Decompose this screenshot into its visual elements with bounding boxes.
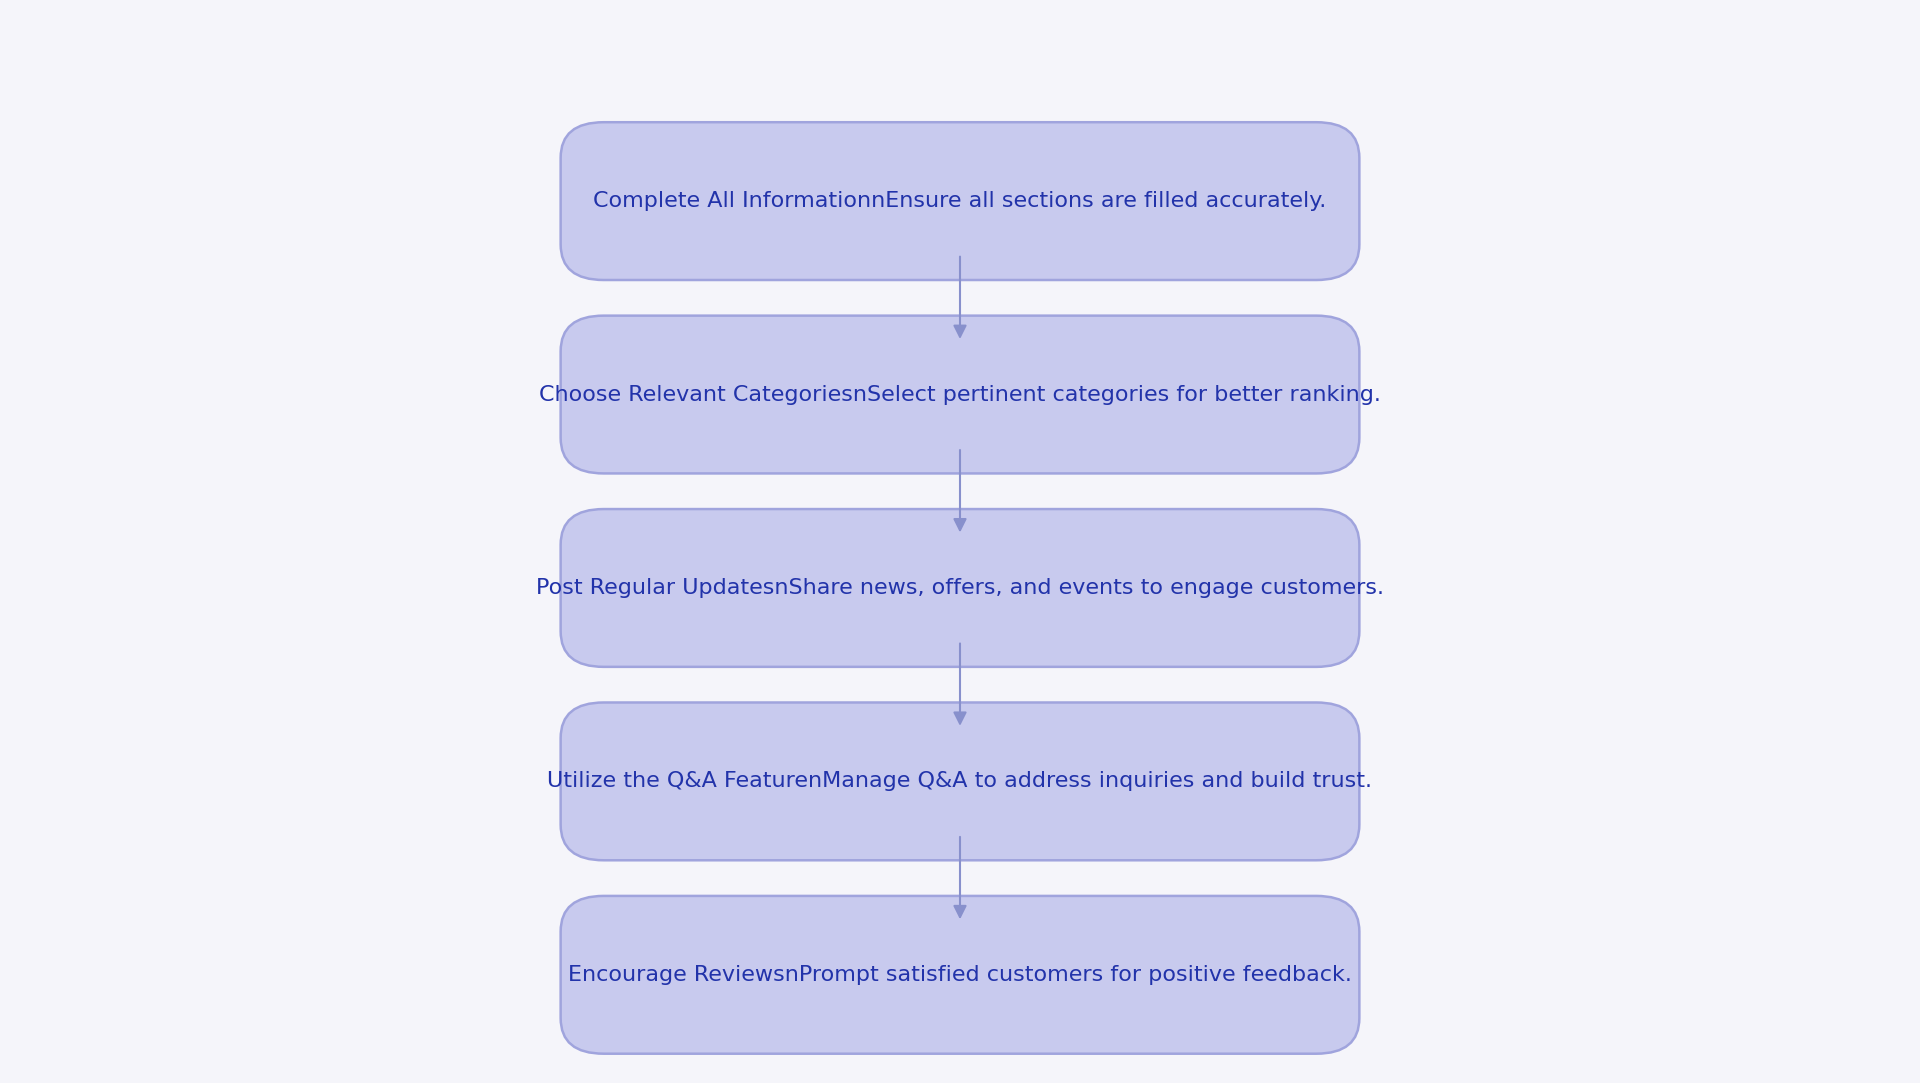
Text: Encourage ReviewsnPrompt satisfied customers for positive feedback.: Encourage ReviewsnPrompt satisfied custo… [568,965,1352,984]
Text: Choose Relevant CategoriesnSelect pertinent categories for better ranking.: Choose Relevant CategoriesnSelect pertin… [540,384,1380,405]
FancyBboxPatch shape [561,122,1359,280]
Text: Utilize the Q&A FeaturenManage Q&A to address inquiries and build trust.: Utilize the Q&A FeaturenManage Q&A to ad… [547,771,1373,792]
FancyBboxPatch shape [561,509,1359,667]
FancyBboxPatch shape [561,703,1359,860]
FancyBboxPatch shape [561,896,1359,1054]
Text: Complete All InformationnEnsure all sections are filled accurately.: Complete All InformationnEnsure all sect… [593,191,1327,211]
FancyBboxPatch shape [561,315,1359,473]
Text: Post Regular UpdatesnShare news, offers, and events to engage customers.: Post Regular UpdatesnShare news, offers,… [536,578,1384,598]
